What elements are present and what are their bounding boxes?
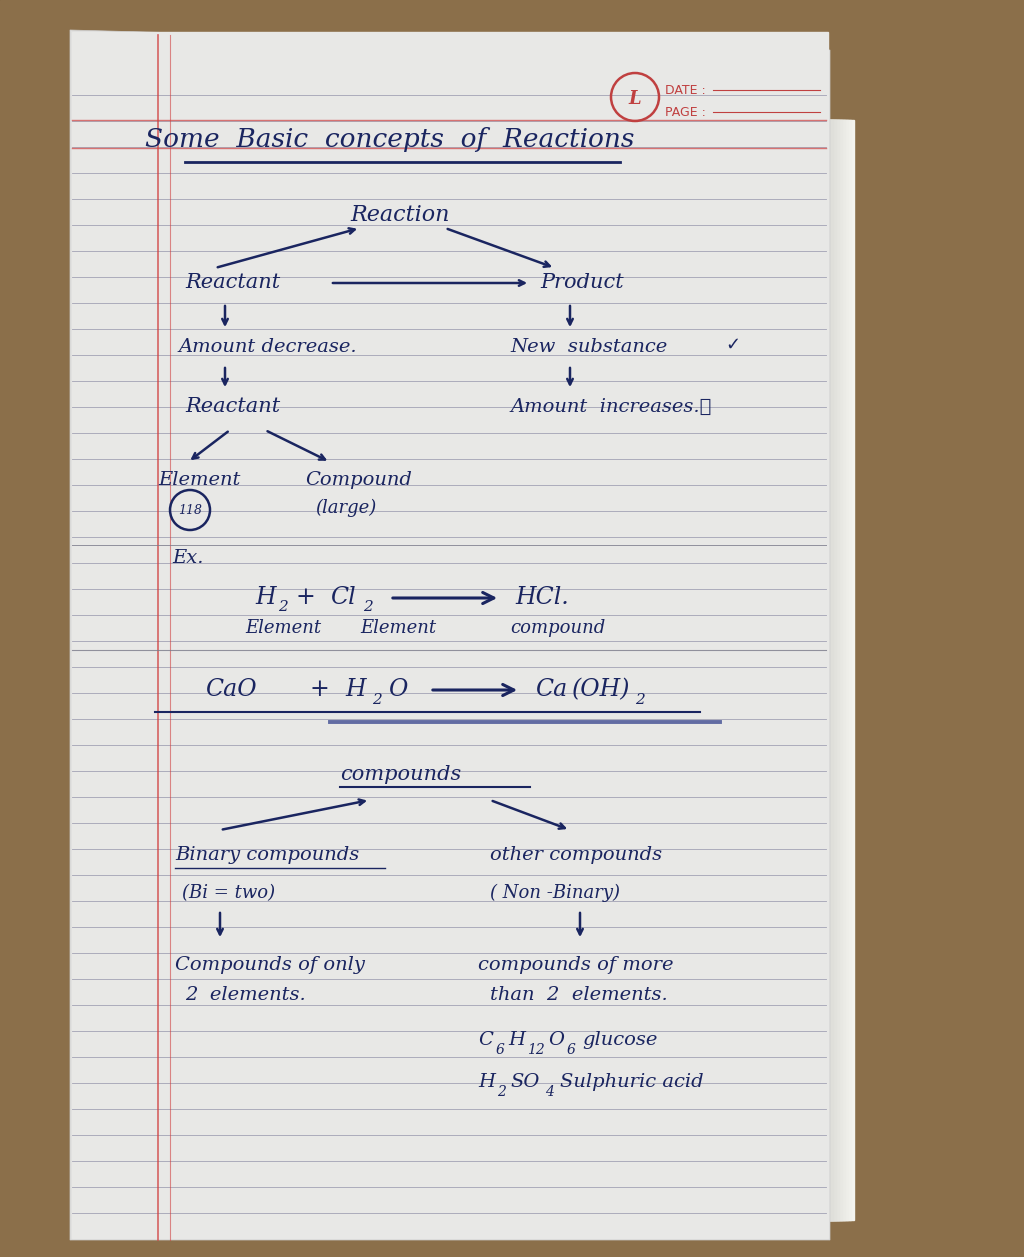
Text: 6: 6 [496,1043,505,1057]
Text: 2: 2 [635,693,645,706]
Text: 118: 118 [178,504,202,517]
Text: PAGE :: PAGE : [665,106,706,118]
Bar [824,119,854,1221]
Text: O: O [548,1031,564,1050]
Text: (large): (large) [315,499,376,517]
Text: ✓: ✓ [725,336,740,354]
Bar [821,119,851,1221]
Bar [0,0,1024,80]
Text: compounds of more: compounds of more [478,957,674,974]
Text: compound: compound [510,618,605,637]
Text: Compound: Compound [305,471,412,489]
Bar [803,119,833,1221]
Text: Element: Element [360,618,436,637]
Text: Binary compounds: Binary compounds [175,846,359,864]
Text: HCl.: HCl. [515,587,568,610]
Text: Element: Element [245,618,322,637]
Text: 12: 12 [527,1043,545,1057]
Text: other compounds: other compounds [490,846,663,864]
Text: glucose: glucose [582,1031,657,1050]
Text: compounds: compounds [340,766,461,784]
Text: SO: SO [510,1073,540,1091]
Text: H: H [255,587,275,610]
Text: 6: 6 [567,1043,575,1057]
Polygon shape [70,30,830,1239]
Bar [809,119,839,1221]
Text: Reaction: Reaction [350,204,450,226]
Bar [812,119,842,1221]
Text: Cl: Cl [330,587,355,610]
Text: Amount decrease.: Amount decrease. [178,338,356,356]
Text: 2: 2 [278,600,288,613]
Text: 2: 2 [497,1085,506,1099]
Text: 2: 2 [372,693,382,706]
Text: Ca: Ca [535,679,567,701]
Text: Product: Product [540,274,624,293]
Bar [815,119,845,1221]
Text: DATE :: DATE : [665,83,706,97]
Text: 2  elements.: 2 elements. [185,985,306,1004]
Text: Compounds of only: Compounds of only [175,957,365,974]
Text: (Bi = two): (Bi = two) [182,884,275,903]
Text: 4: 4 [545,1085,554,1099]
Text: ( Non -Binary): ( Non -Binary) [490,884,620,903]
Text: C: C [478,1031,493,1050]
Bar [806,119,836,1221]
Text: +: + [310,679,330,701]
Text: New  substance: New substance [510,338,668,356]
Bar [72,31,828,1238]
Text: Reactant: Reactant [185,274,281,293]
Text: than  2  elements.: than 2 elements. [490,985,668,1004]
Text: Element: Element [158,471,241,489]
Text: (OH): (OH) [572,679,631,701]
Text: +: + [295,587,314,610]
Bar [818,119,848,1221]
Text: CaO: CaO [205,679,257,701]
Text: Reactant: Reactant [185,397,281,416]
Text: 2: 2 [362,600,373,613]
Text: H: H [345,679,366,701]
Text: Amount  increases.✓: Amount increases.✓ [510,398,712,416]
Text: Sulphuric acid: Sulphuric acid [560,1073,703,1091]
Text: Some  Basic  concepts  of  Reactions: Some Basic concepts of Reactions [145,127,635,152]
Text: H: H [508,1031,525,1050]
Text: Ex.: Ex. [172,549,204,567]
Text: H: H [478,1073,495,1091]
Text: L: L [629,91,641,108]
Text: O: O [388,679,408,701]
